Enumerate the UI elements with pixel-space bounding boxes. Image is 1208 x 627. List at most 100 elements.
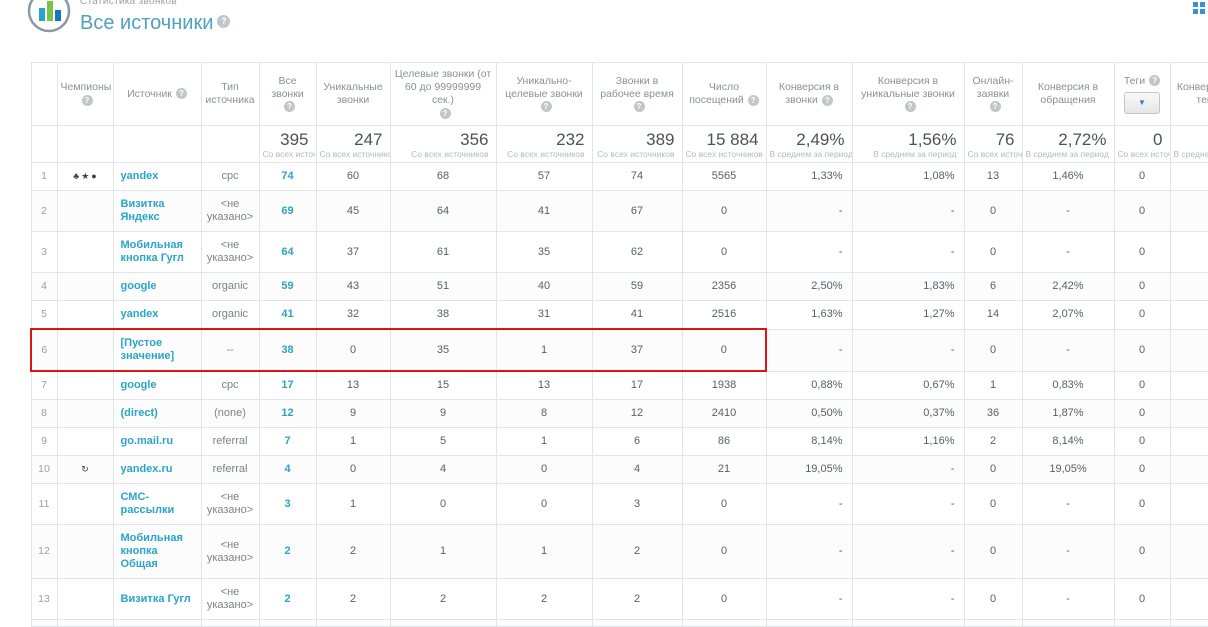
cell-work-time-calls: 6 — [591, 427, 683, 456]
cell-all-calls: 38 — [258, 328, 317, 372]
cell-visits: 0 — [681, 578, 767, 620]
cell-conv-calls: 1,33% — [765, 162, 853, 191]
table-row: 7 google cpc 17 13 15 13 17 1938 0,88% 0,67% 1 0,83%… — [30, 370, 1208, 400]
cell-conv-unique: 0,37% — [851, 399, 965, 428]
source-link[interactable]: [Пустое значение] — [120, 337, 175, 362]
cell-target-calls: 1 — [389, 524, 497, 579]
cell-champions — [56, 231, 114, 273]
source-link[interactable]: СМС-рассылки — [120, 491, 175, 516]
col-header-visits: Число посещений? — [681, 62, 767, 126]
champion-cup-icon: ★ — [81, 171, 90, 181]
cell-type: organic — [200, 272, 260, 301]
cell-work-time-calls: 2 — [591, 578, 683, 620]
col-header-work-time-calls: Звонки в рабочее время? — [591, 62, 683, 126]
cell-source: yandex.ru — [112, 455, 202, 484]
cell-conv-calls: 0,50% — [765, 399, 853, 428]
cell-source: google — [112, 370, 202, 400]
col-header-conv-calls: Конверсия в звонки? — [765, 62, 853, 126]
cell-unique-calls: 45 — [315, 190, 391, 232]
cell-work-time-calls: 67 — [591, 190, 683, 232]
cell-unique-target-calls: 2 — [495, 578, 593, 620]
cell-work-time-calls: 59 — [591, 272, 683, 301]
source-link[interactable]: google — [120, 379, 157, 391]
source-link[interactable]: yandex — [120, 308, 159, 320]
source-link[interactable]: Визитка Яндекс — [120, 198, 165, 223]
cell-conv-calls: - — [765, 483, 853, 525]
cell-unique-calls: 2 — [315, 524, 391, 579]
total-conv-appeals: 2,72% В среднем за период — [1021, 125, 1115, 163]
col-header-type: Тип источника — [200, 62, 260, 126]
cell-conv-tags: - — [1169, 300, 1208, 330]
cell-work-time-calls: 17 — [591, 370, 683, 400]
cell-work-time-calls: 62 — [591, 231, 683, 273]
refresh-icon: ↻ — [81, 464, 89, 474]
help-icon[interactable]: ? — [175, 88, 187, 100]
source-link[interactable]: yandex — [120, 170, 159, 182]
cell-conv-tags: - — [1169, 190, 1208, 232]
col-header-unique-target-calls: Уникально-целевые звонки? — [495, 62, 593, 126]
cell-type: <не указано> — [200, 231, 260, 273]
cell-unique-calls: 0 — [315, 328, 391, 372]
total-conv-unique: 1,56% В среднем за период — [851, 125, 965, 163]
cell-online-leads: 36 — [963, 399, 1023, 428]
cell-unique-target-calls: 1 — [495, 328, 593, 372]
source-link[interactable]: Визитка Гугл — [120, 592, 191, 605]
cell-tags: 0 — [1113, 190, 1171, 232]
help-icon[interactable]: ? — [540, 101, 552, 113]
total-conv-tags: -В среднем за период — [1169, 125, 1208, 163]
cell-num: 8 — [30, 399, 58, 428]
cell-tags: 0 — [1113, 524, 1171, 579]
cell-champions — [56, 190, 114, 232]
cell-tags: 0 — [1113, 578, 1171, 620]
help-icon[interactable]: ? — [904, 101, 916, 113]
cell-num: 3 — [30, 231, 58, 273]
cell-unique-calls: 1 — [315, 483, 391, 525]
cell-champions — [56, 483, 114, 525]
cell-unique-calls: 2 — [315, 578, 391, 620]
source-link[interactable]: (direct) — [120, 407, 158, 419]
totals-empty — [200, 125, 260, 163]
cell-unique-calls: 60 — [315, 162, 391, 191]
source-link[interactable]: Мобильная кнопка Общая — [120, 532, 183, 570]
cell-conv-appeals: - — [1021, 231, 1115, 273]
cell-conv-appeals: - — [1021, 190, 1115, 232]
help-icon[interactable]: ? — [439, 107, 451, 119]
cell-source: (direct) — [112, 399, 202, 428]
cell-conv-calls: - — [765, 524, 853, 579]
cell-visits: 0 — [681, 328, 767, 372]
help-icon[interactable]: ? — [633, 101, 645, 113]
cell-type: organic — [200, 300, 260, 330]
source-link[interactable]: go.mail.ru — [120, 435, 174, 447]
champion-bell-icon: ♣ — [73, 171, 80, 181]
cell-conv-unique: - — [851, 455, 965, 484]
help-icon[interactable]: ? — [81, 94, 93, 106]
cell-type: <не указано> — [200, 578, 260, 620]
tags-filter-button[interactable]: ▼ — [1124, 91, 1160, 114]
source-link[interactable]: yandex.ru — [120, 463, 173, 475]
cell-conv-unique: - — [851, 483, 965, 525]
cell-conv-tags: - — [1169, 272, 1208, 301]
help-icon[interactable]: ? — [747, 94, 759, 106]
cell-conv-unique: - — [851, 231, 965, 273]
cell-source: Визитка Гугл — [112, 578, 202, 620]
help-icon[interactable]: ? — [284, 101, 295, 113]
cell-unique-target-calls: 1 — [495, 427, 593, 456]
page-title: Все источники? — [80, 11, 1208, 35]
cell-work-time-calls: 74 — [591, 162, 683, 191]
source-link[interactable]: google — [120, 280, 157, 292]
columns-settings-icon[interactable] — [1193, 2, 1206, 20]
source-link[interactable]: Мобильная кнопка Гугл — [120, 239, 184, 264]
cell-conv-tags: - — [1169, 427, 1208, 456]
help-icon[interactable]: ? — [1149, 75, 1161, 87]
caret-down-icon: ▼ — [1138, 97, 1146, 107]
help-icon[interactable]: ? — [821, 94, 833, 106]
cell-tags: 0 — [1113, 399, 1171, 428]
col-header-champions: Чемпионы? — [56, 62, 114, 126]
total-unique-calls: 247 Со всех источников — [315, 125, 391, 163]
cell-conv-unique: 1,83% — [851, 272, 965, 301]
cell-conv-tags: - — [1169, 370, 1208, 400]
help-icon[interactable]: ? — [989, 101, 1001, 113]
cell-online-leads: 0 — [963, 231, 1023, 273]
title-help-icon[interactable]: ? — [217, 15, 231, 29]
